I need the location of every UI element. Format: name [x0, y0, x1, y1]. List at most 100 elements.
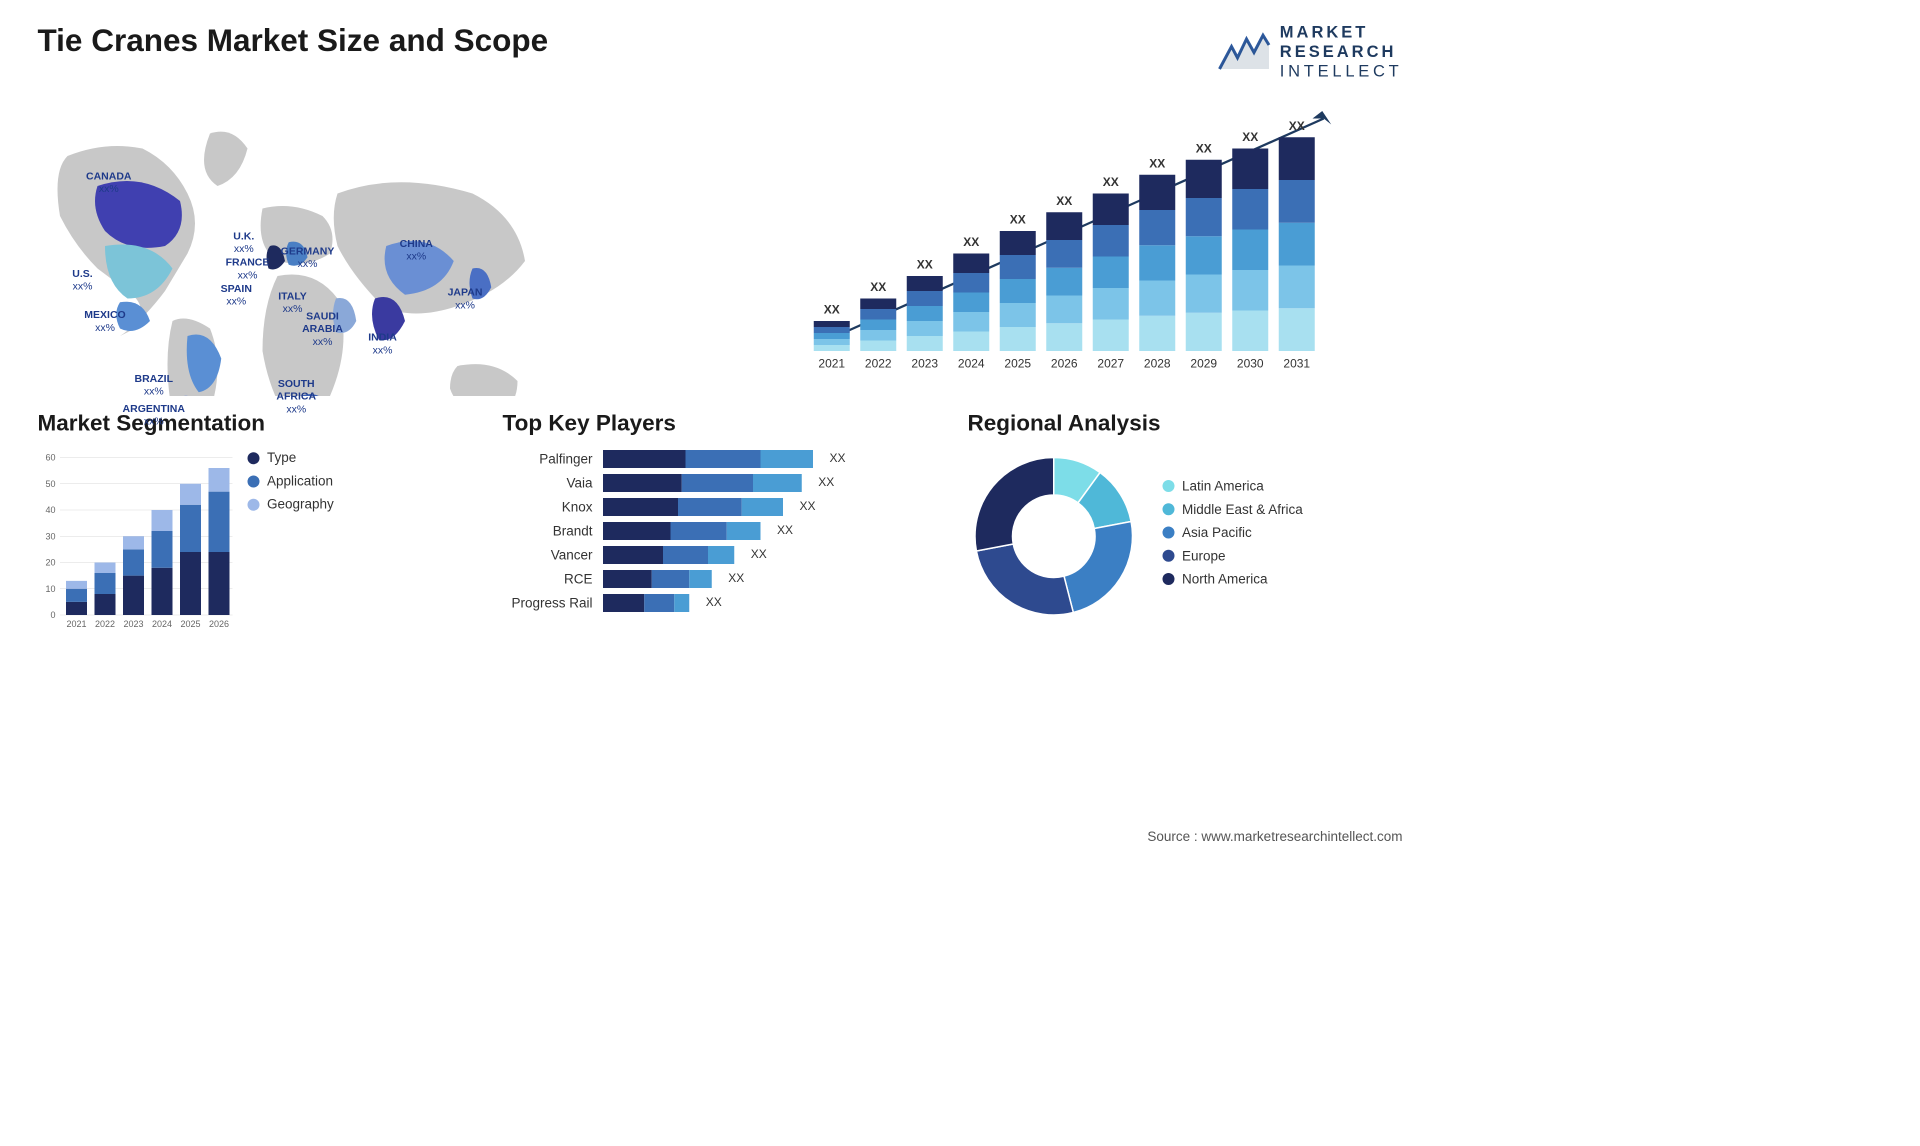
svg-text:XX: XX [824, 303, 840, 317]
player-bar [603, 546, 734, 564]
players-section: Top Key Players PalfingerXXVaiaXXKnoxXXB… [503, 411, 938, 638]
svg-text:30: 30 [45, 531, 55, 541]
logo-line1: MARKET [1280, 23, 1403, 43]
player-value: XX [728, 572, 744, 586]
player-value: XX [830, 452, 846, 466]
player-label: Brandt [503, 523, 593, 539]
legend-item: Latin America [1163, 478, 1303, 494]
player-label: Knox [503, 499, 593, 515]
legend-item: Application [248, 473, 334, 489]
player-bar [603, 474, 802, 492]
svg-text:XX: XX [963, 235, 979, 249]
svg-text:2027: 2027 [1097, 357, 1124, 371]
map-label: GERMANYxx% [281, 245, 335, 270]
map-label: MEXICOxx% [84, 308, 125, 333]
source-text: Source : www.marketresearchintellect.com [1147, 829, 1402, 845]
player-value: XX [777, 524, 793, 538]
svg-text:2024: 2024 [958, 357, 985, 371]
map-label: FRANCExx% [226, 256, 270, 281]
player-bar [603, 522, 761, 540]
segmentation-title: Market Segmentation [38, 411, 473, 437]
page-title: Tie Cranes Market Size and Scope [38, 23, 549, 59]
legend-item: Middle East & Africa [1163, 501, 1303, 517]
world-map: CANADAxx%U.S.xx%MEXICOxx%BRAZILxx%ARGENT… [38, 96, 706, 381]
svg-text:XX: XX [1056, 194, 1072, 208]
legend-item: Europe [1163, 548, 1303, 564]
player-row: Brandt XX [503, 522, 938, 540]
player-label: RCE [503, 571, 593, 587]
svg-text:2028: 2028 [1144, 357, 1171, 371]
svg-text:2030: 2030 [1237, 357, 1264, 371]
map-label: U.S.xx% [72, 267, 92, 292]
svg-text:2025: 2025 [1004, 357, 1031, 371]
map-label: JAPANxx% [448, 286, 483, 311]
svg-text:2021: 2021 [66, 619, 86, 629]
player-label: Vaia [503, 475, 593, 491]
players-chart: PalfingerXXVaiaXXKnoxXXBrandtXXVancerXXR… [503, 450, 938, 612]
svg-text:XX: XX [1103, 175, 1119, 189]
svg-text:2023: 2023 [123, 619, 143, 629]
player-value: XX [800, 500, 816, 514]
segmentation-legend: Type Application Geography [248, 450, 334, 638]
map-label: SAUDIARABIAxx% [302, 310, 343, 348]
player-value: XX [818, 476, 834, 490]
player-label: Vancer [503, 547, 593, 563]
legend-item: Geography [248, 497, 334, 513]
map-label: ARGENTINAxx% [123, 402, 185, 427]
svg-text:XX: XX [1149, 156, 1165, 170]
brand-logo: MARKET RESEARCH INTELLECT [1218, 23, 1402, 82]
map-label: SPAINxx% [221, 282, 252, 307]
player-bar [603, 570, 712, 588]
player-row: RCE XX [503, 570, 938, 588]
svg-text:40: 40 [45, 505, 55, 515]
regional-legend: Latin America Middle East & Africa Asia Pa… [1163, 478, 1303, 594]
map-label: CHINAxx% [400, 237, 433, 262]
regional-donut [968, 450, 1141, 623]
players-title: Top Key Players [503, 411, 938, 437]
svg-text:2024: 2024 [152, 619, 172, 629]
player-value: XX [706, 596, 722, 610]
map-label: U.K.xx% [233, 230, 254, 255]
legend-item: Asia Pacific [1163, 525, 1303, 541]
segmentation-section: Market Segmentation 01020304050602021202… [38, 411, 473, 638]
player-label: Palfinger [503, 451, 593, 467]
regional-title: Regional Analysis [968, 411, 1403, 437]
player-row: Vaia XX [503, 474, 938, 492]
map-label: SOUTHAFRICAxx% [276, 377, 316, 415]
player-row: Vancer XX [503, 546, 938, 564]
player-label: Progress Rail [503, 595, 593, 611]
svg-text:0: 0 [50, 610, 55, 620]
svg-text:XX: XX [1010, 213, 1026, 227]
segmentation-chart: 0102030405060202120222023202420252026 [38, 450, 233, 638]
svg-text:XX: XX [870, 280, 886, 294]
svg-text:2022: 2022 [95, 619, 115, 629]
svg-text:2031: 2031 [1283, 357, 1310, 371]
player-bar [603, 450, 813, 468]
svg-text:2029: 2029 [1190, 357, 1217, 371]
legend-item: Type [248, 450, 334, 466]
player-row: Knox XX [503, 498, 938, 516]
logo-line2: RESEARCH [1280, 42, 1403, 62]
player-bar [603, 594, 689, 612]
player-bar [603, 498, 783, 516]
map-label: CANADAxx% [86, 170, 132, 195]
logo-icon [1218, 31, 1271, 72]
player-row: Palfinger XX [503, 450, 938, 468]
logo-line3: INTELLECT [1280, 62, 1403, 82]
svg-text:2023: 2023 [911, 357, 938, 371]
player-row: Progress Rail XX [503, 594, 938, 612]
svg-text:2026: 2026 [209, 619, 229, 629]
legend-item: North America [1163, 571, 1303, 587]
svg-text:60: 60 [45, 453, 55, 463]
svg-text:50: 50 [45, 479, 55, 489]
svg-text:2022: 2022 [865, 357, 892, 371]
main-bar-chart: XX2021XX2022XX2023XX2024XX2025XX2026XX20… [735, 96, 1403, 381]
svg-text:XX: XX [1196, 141, 1212, 155]
player-value: XX [751, 548, 767, 562]
map-label: BRAZILxx% [135, 372, 173, 397]
svg-text:2021: 2021 [818, 357, 845, 371]
svg-text:20: 20 [45, 558, 55, 568]
svg-text:XX: XX [917, 258, 933, 272]
svg-text:XX: XX [1242, 130, 1258, 144]
regional-section: Regional Analysis Latin America Middle Ea… [968, 411, 1403, 638]
